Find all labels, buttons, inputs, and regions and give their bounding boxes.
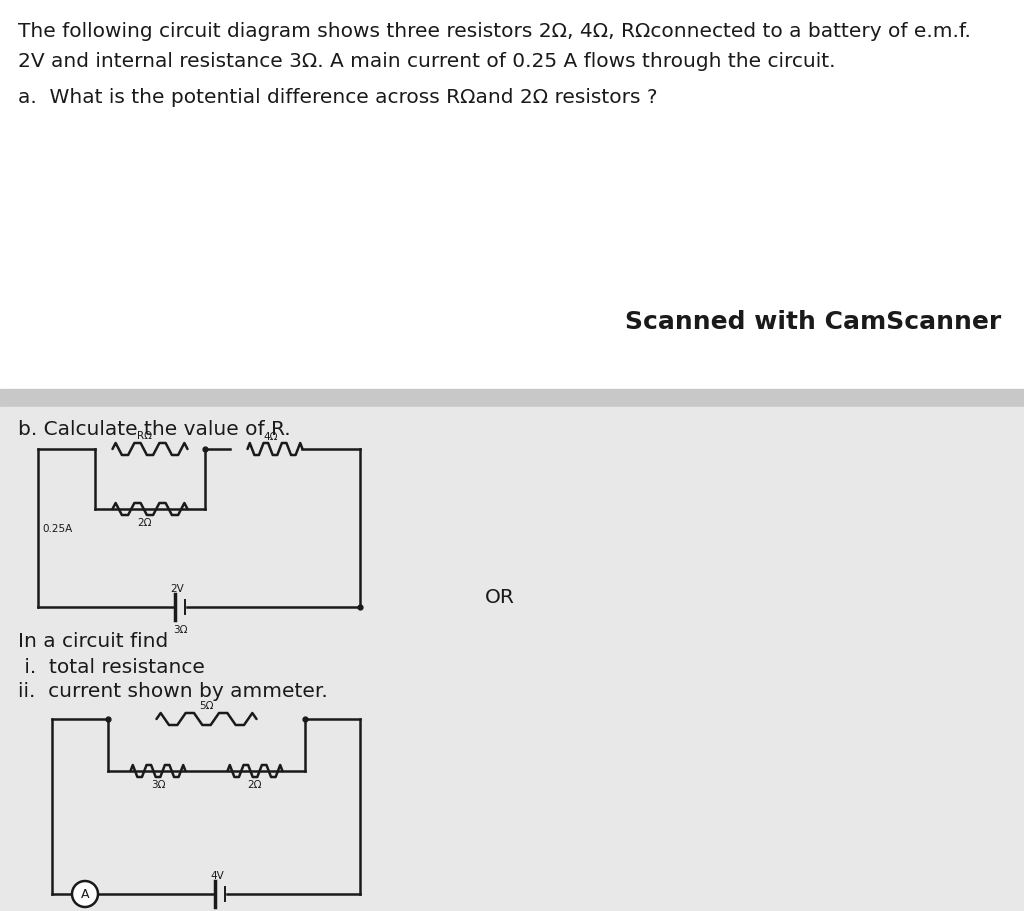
Text: OR: OR: [485, 588, 515, 607]
Bar: [0, 407, 1024, 911]
Text: a.  What is the potential difference across RΩand 2Ω resistors ?: a. What is the potential difference acro…: [18, 87, 657, 107]
Text: Scanned with CamScanner: Scanned with CamScanner: [625, 310, 1001, 333]
Circle shape: [72, 881, 98, 907]
Bar: [0, 0, 1024, 390]
Text: 2Ω: 2Ω: [137, 517, 152, 527]
Text: RΩ: RΩ: [136, 431, 152, 441]
Text: 2V and internal resistance 3Ω. A main current of 0.25 A flows through the circui: 2V and internal resistance 3Ω. A main cu…: [18, 52, 836, 71]
Text: 5Ω: 5Ω: [200, 701, 214, 711]
Bar: [0, 390, 1024, 407]
Text: 4Ω: 4Ω: [264, 432, 279, 442]
Text: 3Ω: 3Ω: [173, 624, 187, 634]
Text: b. Calculate the value of R.: b. Calculate the value of R.: [18, 420, 291, 438]
Text: A: A: [81, 887, 89, 900]
Text: 2V: 2V: [170, 583, 184, 593]
Text: 4V: 4V: [210, 870, 224, 880]
Text: ii.  current shown by ammeter.: ii. current shown by ammeter.: [18, 681, 328, 701]
Text: 2Ω: 2Ω: [248, 779, 262, 789]
Text: 0.25A: 0.25A: [42, 524, 73, 534]
Text: The following circuit diagram shows three resistors 2Ω, 4Ω, RΩconnected to a bat: The following circuit diagram shows thre…: [18, 22, 971, 41]
Text: In a circuit find: In a circuit find: [18, 631, 168, 650]
Text: 3Ω: 3Ω: [151, 779, 165, 789]
Text: i.  total resistance: i. total resistance: [18, 657, 205, 676]
